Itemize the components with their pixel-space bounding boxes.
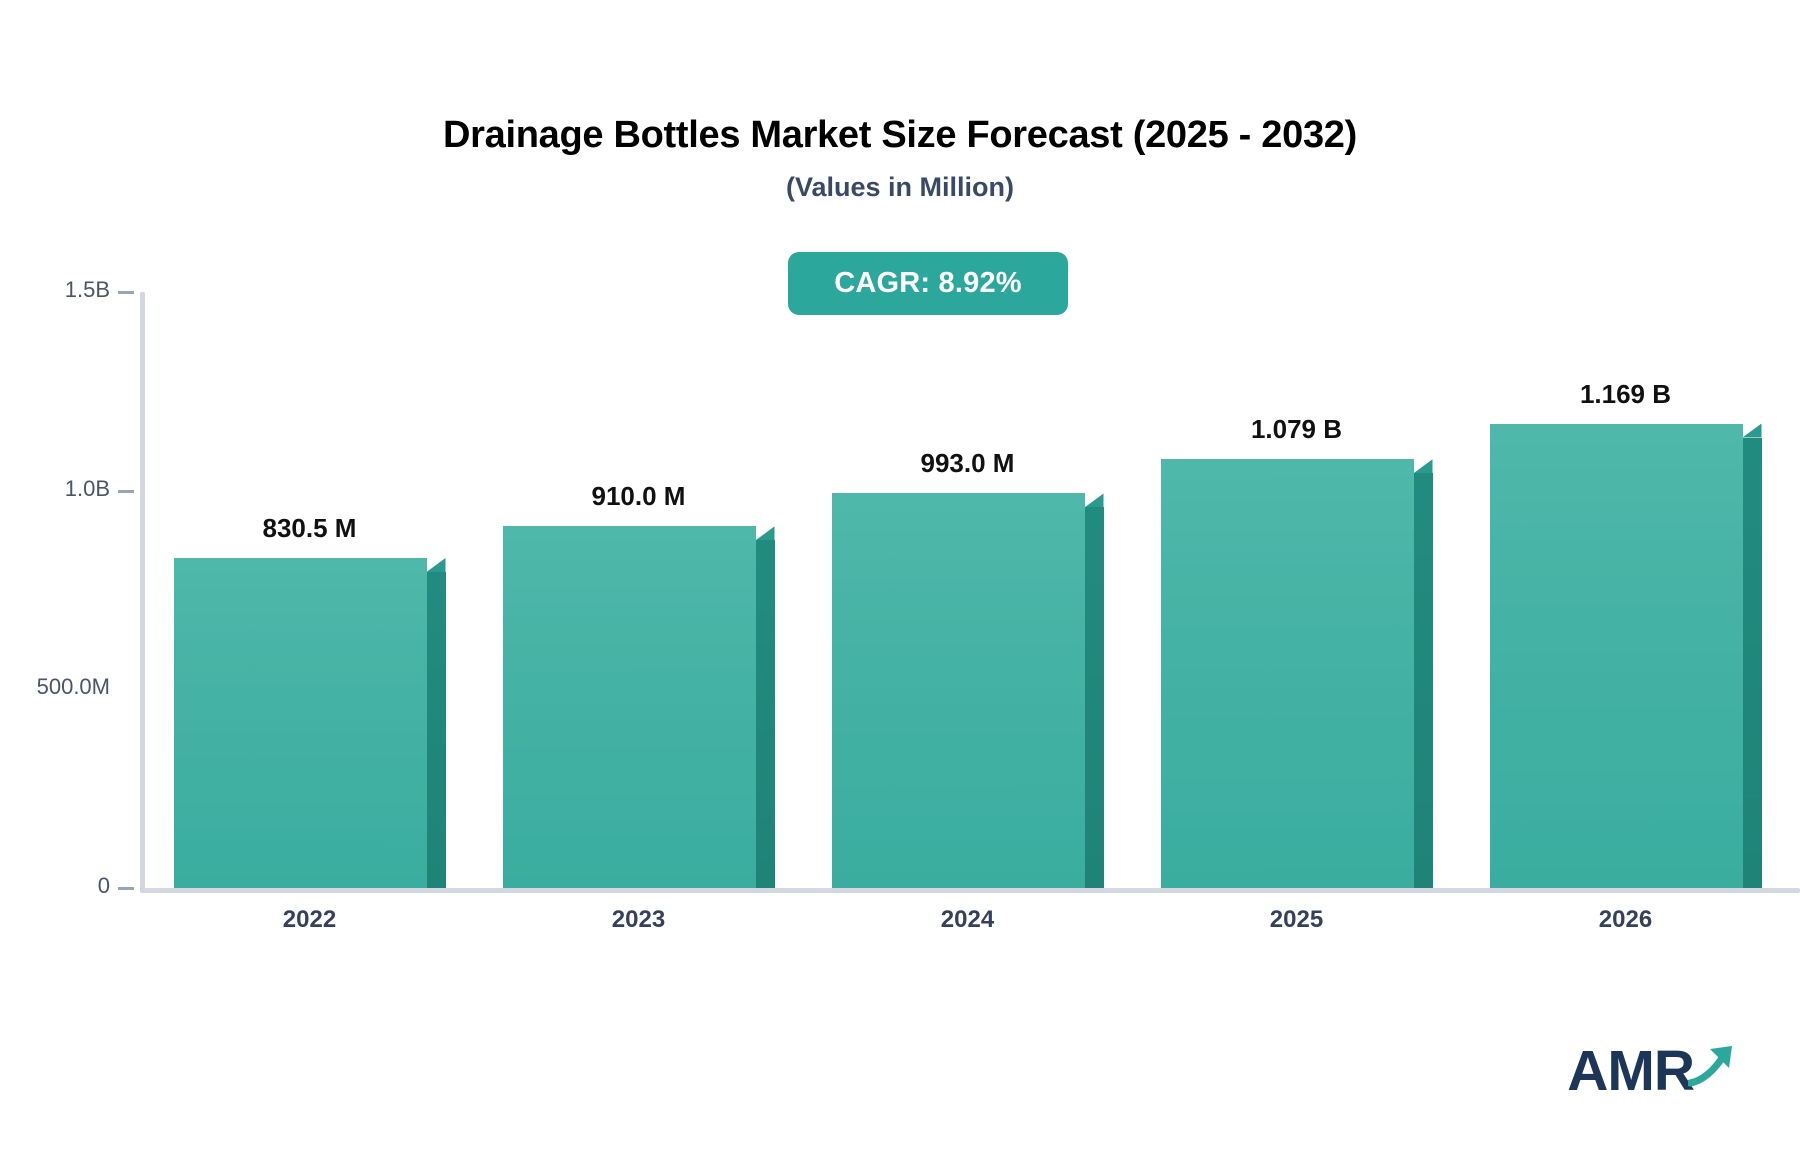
y-axis-tick-label: 500.0M xyxy=(36,674,110,700)
bar xyxy=(1160,459,1433,888)
amr-logo: AMR xyxy=(1567,1041,1744,1100)
y-axis-tick-mark xyxy=(118,887,134,890)
bar xyxy=(1489,423,1762,888)
y-axis-tick-mark xyxy=(118,489,134,493)
y-axis-tick-label: 0 xyxy=(97,873,110,898)
cagr-badge: CAGR: 8.92% xyxy=(788,252,1068,315)
bar-value-label: 1.079 B xyxy=(1250,414,1343,445)
y-axis-tick-mark xyxy=(118,291,134,294)
x-axis-tick-label: 2026 xyxy=(1598,906,1653,933)
x-axis-line xyxy=(140,888,1800,893)
bar-top-bevel xyxy=(1742,423,1762,438)
bar-value-label: 1.169 B xyxy=(1579,378,1672,409)
chart-subtitle: (Values in Million) xyxy=(785,172,1015,202)
y-axis-tick-label: 1.5B xyxy=(64,277,110,302)
bar-face xyxy=(1160,459,1414,888)
bar-top-bevel xyxy=(1413,459,1433,474)
bar-top-bevel xyxy=(755,526,775,541)
page-title: Drainage Bottles Market Size Forecast (2… xyxy=(443,114,1357,156)
bar-face xyxy=(502,526,756,888)
x-axis-tick-label: 2025 xyxy=(1269,906,1324,933)
bar xyxy=(173,558,446,888)
bar-side-face xyxy=(1084,507,1104,888)
bar-side-face xyxy=(755,540,775,888)
bar-face xyxy=(831,493,1085,888)
y-axis-line xyxy=(140,292,145,892)
x-axis-tick-label: 2023 xyxy=(611,906,666,933)
y-axis-tick-label: 1.0B xyxy=(64,475,110,501)
bar-top-bevel xyxy=(426,558,446,572)
x-axis-tick-label: 2022 xyxy=(282,906,337,933)
bar-top-bevel xyxy=(1084,493,1104,508)
bar-value-label: 910.0 M xyxy=(591,481,686,512)
bar xyxy=(502,526,775,888)
bar-value-label: 830.5 M xyxy=(262,513,357,543)
x-axis-tick-label: 2024 xyxy=(940,906,995,933)
bar-side-face xyxy=(1742,437,1762,888)
bar-side-face xyxy=(1413,473,1433,888)
bar-face xyxy=(1489,423,1743,888)
growth-arrow-icon xyxy=(1686,1041,1744,1092)
bar-value-label: 993.0 M xyxy=(920,448,1015,479)
bar-side-face xyxy=(426,572,446,888)
amr-logo-text: AMR xyxy=(1567,1039,1695,1103)
bar-face xyxy=(173,558,427,888)
bar xyxy=(831,493,1104,888)
